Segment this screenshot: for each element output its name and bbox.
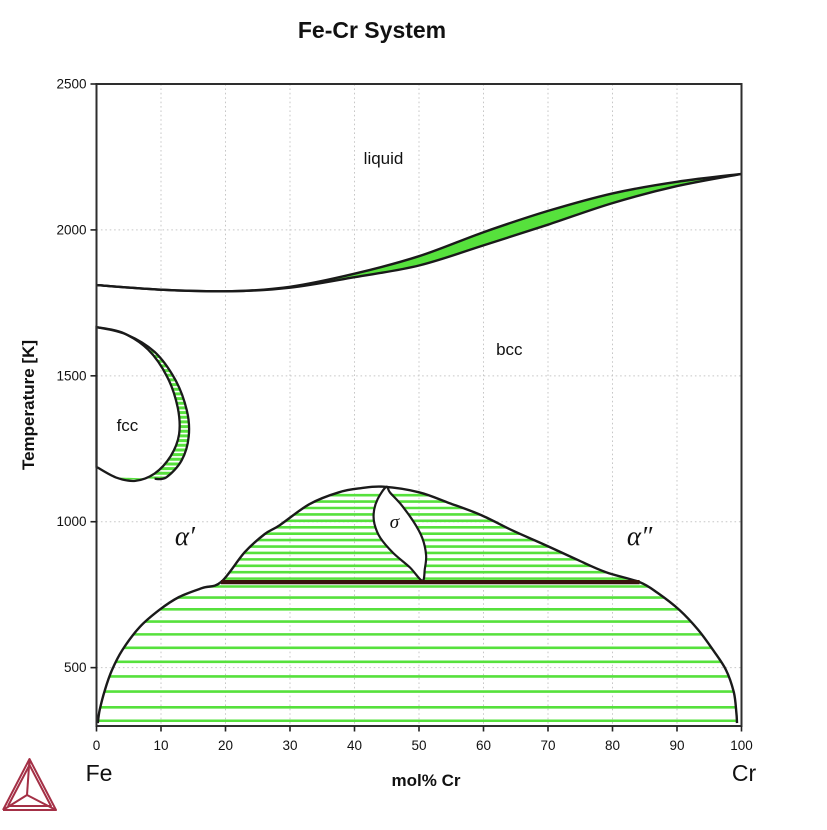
x-tick-label: 50 <box>411 738 426 753</box>
x-tick-label: 90 <box>669 738 684 753</box>
axis-ticks <box>90 83 743 732</box>
gridlines <box>96 84 742 726</box>
endmember-left-label: Fe <box>86 760 113 786</box>
phase-label-bcc: bcc <box>496 340 523 359</box>
fcc-loop-boundary <box>95 325 181 483</box>
y-tick-label: 500 <box>64 660 87 675</box>
y-axis-label: Temperature [K] <box>19 340 38 470</box>
solidus-curve <box>96 172 742 293</box>
alpha-alpha-tie-lines <box>97 585 738 723</box>
endmember-right-label: Cr <box>732 760 757 786</box>
miscibility-gap-boundary <box>96 485 739 724</box>
phase-label-: σ <box>390 512 400 533</box>
phase-label-fcc: fcc <box>117 416 139 435</box>
chart-title: Fe-Cr System <box>298 17 446 43</box>
x-tick-label: 20 <box>218 738 233 753</box>
x-tick-label: 0 <box>93 738 101 753</box>
x-tick-label: 100 <box>730 738 753 753</box>
phase-label-: α″ <box>627 521 653 551</box>
x-tick-label: 40 <box>347 738 362 753</box>
x-axis-label: mol% Cr <box>392 771 461 790</box>
x-tick-label: 80 <box>605 738 620 753</box>
x-tick-label: 60 <box>476 738 491 753</box>
x-tick-label: 70 <box>540 738 555 753</box>
thermo-calc-triangle-logo <box>2 758 57 811</box>
liquid-bcc-two-phase-region <box>96 173 742 292</box>
y-tick-label: 2000 <box>56 222 86 237</box>
x-tick-label: 10 <box>153 738 168 753</box>
x-tick-label: 30 <box>282 738 297 753</box>
phase-label-: α′ <box>175 521 196 551</box>
phase-label-liquid: liquid <box>364 149 404 168</box>
y-tick-label: 2500 <box>56 77 86 92</box>
y-tick-label: 1500 <box>56 368 86 383</box>
y-tick-label: 1000 <box>56 514 86 529</box>
